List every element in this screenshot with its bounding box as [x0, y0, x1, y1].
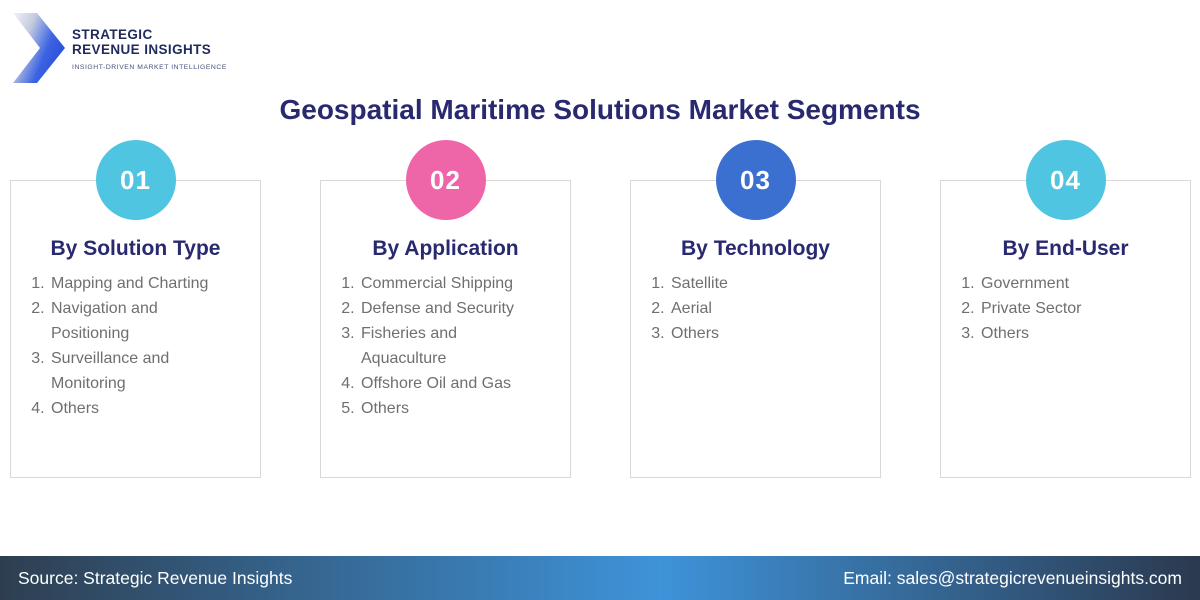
segment-card-technology: 03 By Technology Satellite Aerial Others	[630, 140, 881, 478]
segment-heading: By Solution Type	[50, 237, 221, 260]
list-item: Government	[979, 271, 1154, 296]
list-item: Mapping and Charting	[49, 271, 224, 296]
segment-number-badge: 01	[95, 140, 176, 220]
segment-number-badge: 02	[405, 140, 486, 220]
segment-heading: By Technology	[681, 237, 830, 260]
list-item: Others	[49, 396, 224, 421]
logo-name-line2: REVENUE INSIGHTS	[72, 42, 212, 57]
segment-card-solution-type: 01 By Solution Type Mapping and Charting…	[10, 140, 261, 478]
footer-source-text: Source: Strategic Revenue Insights	[18, 567, 293, 588]
logo-tagline: INSIGHT-DRIVEN MARKET INTELLIGENCE	[72, 64, 227, 71]
company-logo: STRATEGIC REVENUE INSIGHTS INSIGHT-DRIVE…	[13, 13, 227, 83]
list-item: Fisheries and Aquaculture	[359, 321, 534, 371]
segment-card-end-user: 04 By End-User Government Private Sector…	[940, 140, 1191, 478]
list-item: Offshore Oil and Gas	[359, 371, 534, 396]
list-item: Others	[359, 396, 534, 421]
list-item: Defense and Security	[359, 296, 534, 321]
list-item: Private Sector	[979, 296, 1154, 321]
page-title: Geospatial Maritime Solutions Market Seg…	[279, 94, 921, 125]
footer-bar: Source: Strategic Revenue Insights Email…	[0, 556, 1200, 600]
list-item: Others	[669, 321, 844, 346]
list-item: Navigation and Positioning	[49, 296, 224, 346]
footer-email-text: Email: sales@strategicrevenueinsights.co…	[843, 567, 1182, 588]
segment-list: Mapping and Charting Navigation and Posi…	[11, 271, 224, 421]
list-item: Others	[979, 321, 1154, 346]
logo-text: STRATEGIC REVENUE INSIGHTS INSIGHT-DRIVE…	[72, 25, 227, 71]
segment-heading: By Application	[372, 237, 519, 260]
segment-number-badge: 04	[1025, 140, 1106, 220]
segment-list: Commercial Shipping Defense and Security…	[321, 271, 534, 421]
list-item: Commercial Shipping	[359, 271, 534, 296]
segment-number-badge: 03	[715, 140, 796, 220]
logo-name-line1: STRATEGIC	[72, 27, 153, 42]
list-item: Aerial	[669, 296, 844, 321]
segment-card-application: 02 By Application Commercial Shipping De…	[320, 140, 571, 478]
segment-list: Government Private Sector Others	[941, 271, 1154, 346]
segment-list: Satellite Aerial Others	[631, 271, 844, 346]
segments-row: 01 By Solution Type Mapping and Charting…	[0, 140, 1200, 478]
list-item: Satellite	[669, 271, 844, 296]
chevron-arrow-icon	[13, 13, 65, 83]
list-item: Surveillance and Monitoring	[49, 346, 224, 396]
segment-heading: By End-User	[1002, 237, 1129, 260]
